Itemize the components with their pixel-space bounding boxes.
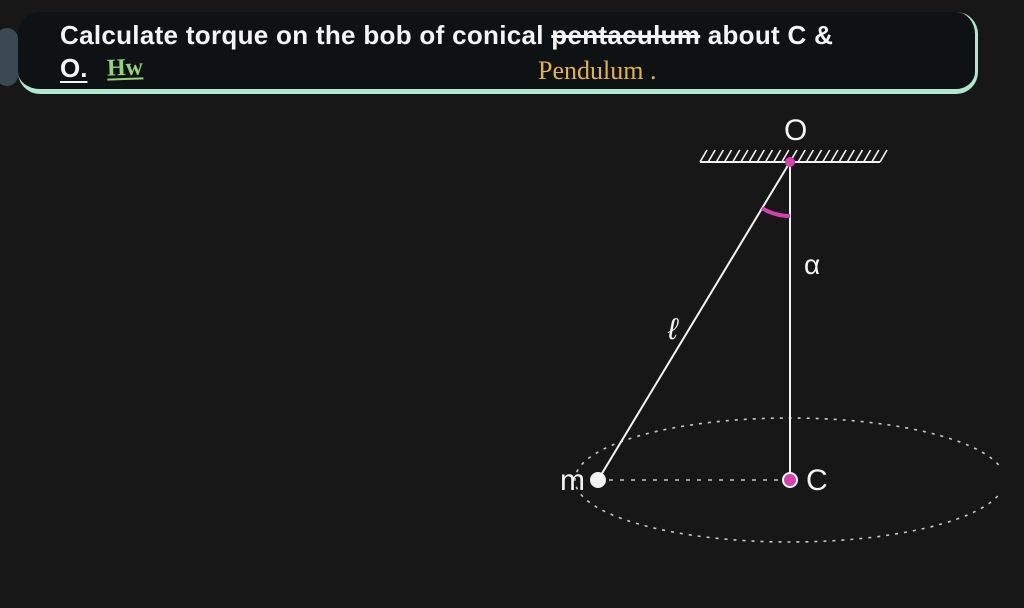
question-o-label: O. bbox=[60, 53, 87, 84]
label-c: C bbox=[806, 464, 828, 497]
question-line-2: O. Hw bbox=[60, 53, 951, 84]
question-text-strike: pentaculum bbox=[551, 20, 700, 50]
pendulum-diagram: O Cm ℓ α bbox=[480, 110, 1000, 590]
question-line-1: Calculate torque on the bob of conical p… bbox=[60, 20, 951, 51]
label-length: ℓ bbox=[667, 313, 679, 346]
label-o: O bbox=[784, 114, 807, 147]
pendulum-correction: Pendulum . bbox=[538, 56, 656, 86]
question-text-pre: Calculate torque on the bob of conical bbox=[60, 20, 551, 50]
bob-point-m bbox=[591, 473, 605, 487]
label-m: m bbox=[560, 464, 585, 497]
angle-arc bbox=[762, 208, 790, 216]
homework-annotation: Hw bbox=[107, 54, 144, 82]
pivot-point-o bbox=[785, 157, 795, 167]
question-box: Calculate torque on the bob of conical p… bbox=[18, 12, 978, 94]
label-alpha: α bbox=[804, 249, 820, 280]
question-text-post: about C & bbox=[700, 20, 833, 50]
left-tab-decoration bbox=[0, 28, 18, 86]
stage: Calculate torque on the bob of conical p… bbox=[0, 0, 1024, 608]
center-point-c bbox=[783, 473, 797, 487]
